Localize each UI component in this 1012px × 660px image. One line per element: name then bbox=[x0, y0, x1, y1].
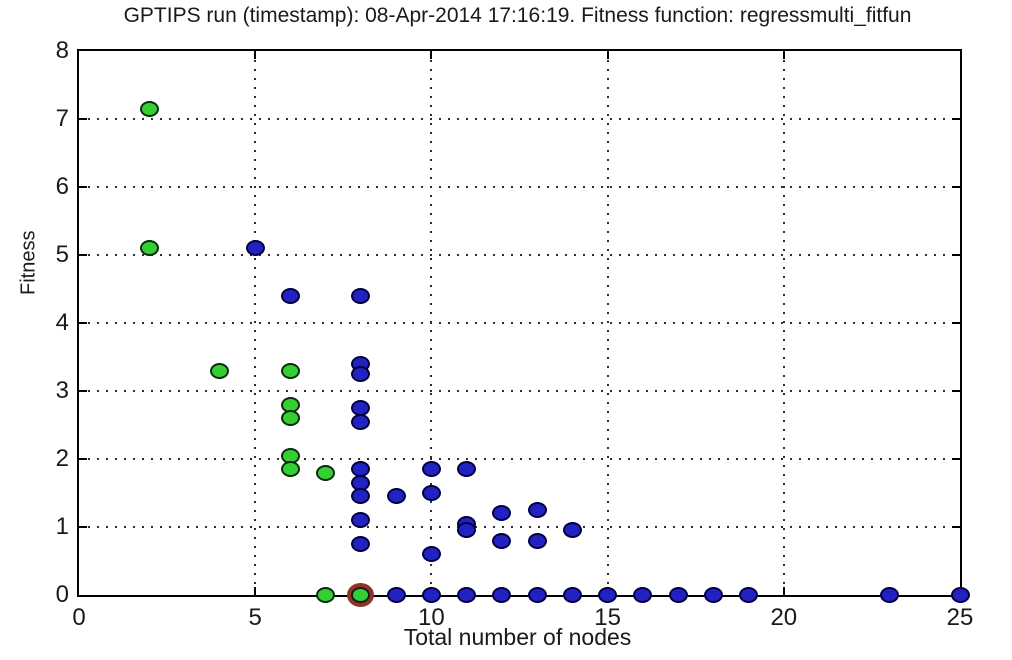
point-population-individuals bbox=[421, 587, 441, 603]
tick-y-left-5 bbox=[79, 254, 87, 256]
gridline-y-3 bbox=[79, 390, 960, 392]
tick-x-top-15 bbox=[606, 51, 609, 59]
tick-y-right-3 bbox=[952, 390, 960, 392]
point-population-individuals bbox=[351, 287, 371, 304]
x-tick-label-20: 20 bbox=[770, 604, 798, 631]
point-pareto-optimal-individuals bbox=[316, 464, 336, 481]
point-pareto-optimal-individuals bbox=[316, 587, 336, 603]
gridline-y-4 bbox=[79, 322, 960, 324]
plot-area: 0 5 10 15 20 25 0 1 2 3 4 5 6 7 8 bbox=[56, 37, 974, 631]
tick-y-right-2 bbox=[952, 458, 960, 460]
gridline-x-10 bbox=[430, 51, 433, 595]
x-tick-label-5: 5 bbox=[248, 604, 262, 631]
point-population-individuals bbox=[562, 587, 582, 603]
point-population-individuals bbox=[351, 366, 371, 382]
point-population-individuals bbox=[492, 532, 512, 549]
tick-x-top-5 bbox=[254, 51, 257, 59]
point-population-individuals bbox=[527, 587, 547, 603]
y-tick-label-4: 4 bbox=[55, 309, 69, 336]
tick-y-left-2 bbox=[79, 458, 87, 460]
y-tick-label-0: 0 bbox=[55, 581, 69, 608]
gridline-y-1 bbox=[79, 526, 960, 528]
point-population-individuals bbox=[457, 522, 477, 539]
point-population-individuals bbox=[527, 502, 547, 518]
tick-y-right-7 bbox=[952, 118, 960, 120]
y-tick-label-8: 8 bbox=[55, 37, 69, 64]
point-population-individuals bbox=[386, 587, 406, 603]
point-population-individuals bbox=[245, 240, 265, 257]
gridline-y-7 bbox=[79, 118, 960, 120]
y-tick-label-7: 7 bbox=[55, 105, 69, 132]
point-population-individuals bbox=[633, 587, 653, 603]
tick-y-left-6 bbox=[79, 186, 87, 188]
x-tick-label-10: 10 bbox=[418, 604, 445, 631]
point-best-individual bbox=[351, 587, 371, 603]
tick-y-right-4 bbox=[952, 322, 960, 324]
point-population-individuals bbox=[492, 505, 512, 522]
point-pareto-optimal-individuals bbox=[210, 362, 230, 379]
point-population-individuals bbox=[492, 587, 512, 603]
tick-y-right-1 bbox=[952, 526, 960, 528]
gridline-x-5 bbox=[254, 51, 257, 595]
tick-y-left-3 bbox=[79, 390, 87, 392]
tick-y-left-1 bbox=[79, 526, 87, 528]
gridline-y-6 bbox=[79, 186, 960, 188]
point-population-individuals bbox=[598, 587, 618, 603]
point-population-individuals bbox=[421, 546, 441, 563]
point-population-individuals bbox=[351, 488, 371, 505]
point-population-individuals bbox=[351, 413, 371, 430]
y-tick-label-3: 3 bbox=[55, 377, 69, 404]
point-population-individuals bbox=[386, 488, 406, 505]
point-population-individuals bbox=[562, 522, 582, 539]
point-population-individuals bbox=[421, 485, 441, 501]
chart-title: GPTIPS run (timestamp): 08-Apr-2014 17:1… bbox=[123, 4, 912, 27]
point-population-individuals bbox=[880, 587, 900, 603]
gridline-y-2 bbox=[79, 458, 960, 460]
point-population-individuals bbox=[421, 461, 441, 478]
x-tick-label-15: 15 bbox=[594, 604, 621, 631]
gridline-x-20 bbox=[782, 51, 785, 595]
point-population-individuals bbox=[280, 287, 300, 304]
tick-y-left-4 bbox=[79, 322, 87, 324]
point-population-individuals bbox=[457, 461, 477, 478]
tick-y-right-5 bbox=[952, 254, 960, 256]
point-population-individuals bbox=[703, 587, 723, 603]
point-population-individuals bbox=[950, 587, 970, 603]
x-tick-label-25: 25 bbox=[946, 604, 974, 631]
tick-x-top-10 bbox=[430, 51, 433, 59]
point-pareto-optimal-individuals bbox=[280, 362, 300, 379]
tick-y-left-7 bbox=[79, 118, 87, 120]
x-tick-label-0: 0 bbox=[72, 604, 86, 631]
point-pareto-optimal-individuals bbox=[280, 461, 300, 478]
point-population-individuals bbox=[351, 512, 371, 529]
gridline-x-15 bbox=[606, 51, 609, 595]
x-axis-label: Total number of nodes bbox=[403, 624, 632, 650]
tick-x-bottom-20 bbox=[782, 587, 785, 595]
gridline-y-5 bbox=[79, 254, 960, 256]
tick-y-right-6 bbox=[952, 186, 960, 188]
point-population-individuals bbox=[457, 587, 477, 603]
point-pareto-optimal-individuals bbox=[139, 100, 159, 117]
y-tick-label-5: 5 bbox=[55, 241, 69, 268]
y-tick-label-6: 6 bbox=[55, 173, 69, 200]
y-tick-label-1: 1 bbox=[55, 513, 69, 540]
tick-x-top-20 bbox=[782, 51, 785, 59]
point-population-individuals bbox=[668, 587, 688, 603]
y-tick-label-2: 2 bbox=[55, 445, 69, 472]
point-population-individuals bbox=[351, 536, 371, 552]
point-population-individuals bbox=[739, 587, 759, 603]
point-population-individuals bbox=[527, 532, 547, 549]
tick-x-bottom-5 bbox=[254, 587, 257, 595]
point-pareto-optimal-individuals bbox=[139, 240, 159, 257]
point-pareto-optimal-individuals bbox=[280, 410, 300, 427]
